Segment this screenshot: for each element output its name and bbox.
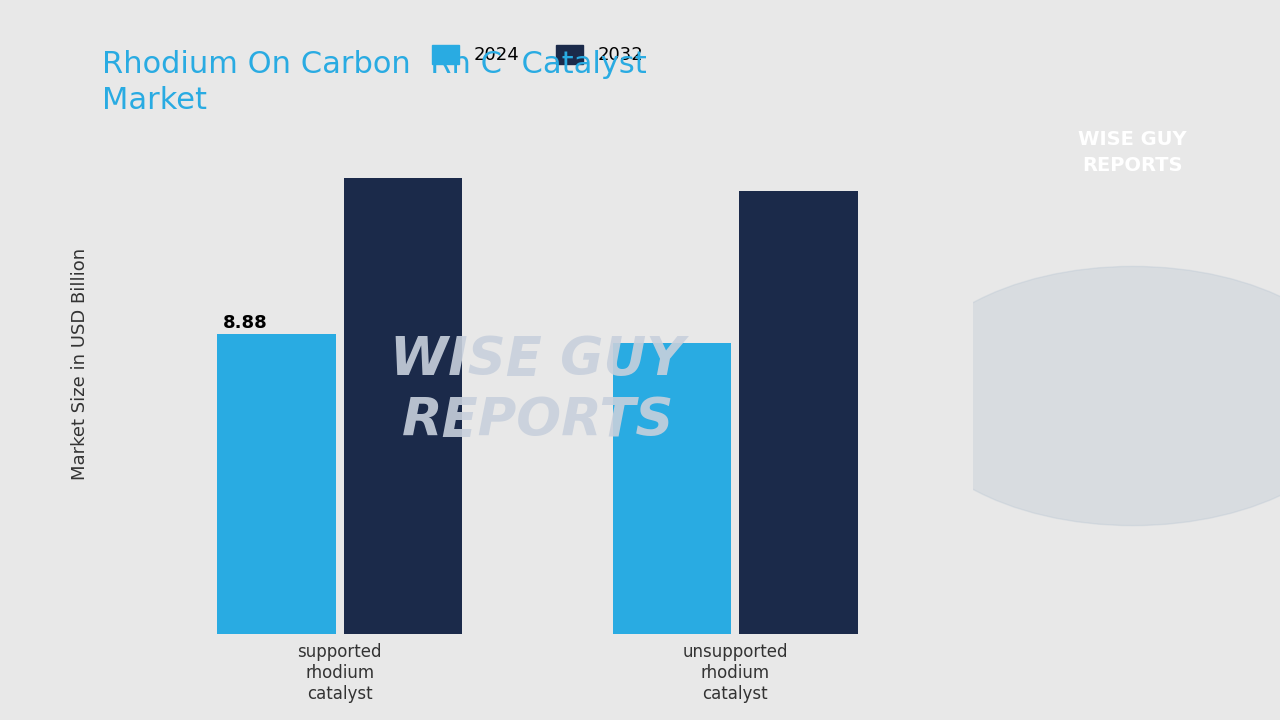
Y-axis label: Market Size in USD Billion: Market Size in USD Billion [70, 248, 88, 480]
Text: WISE GUY
REPORTS: WISE GUY REPORTS [1079, 130, 1187, 175]
Bar [344, 178, 462, 634]
Text: WISE GUY
REPORTS: WISE GUY REPORTS [390, 335, 685, 446]
Bar [218, 334, 335, 634]
Bar [740, 192, 858, 634]
Text: Rhodium On Carbon  Rh C  Catalyst
Market: Rhodium On Carbon Rh C Catalyst Market [102, 50, 648, 115]
Legend: 2024, 2032: 2024, 2032 [425, 38, 650, 71]
Text: 8.88: 8.88 [223, 314, 268, 332]
Bar [613, 343, 731, 634]
